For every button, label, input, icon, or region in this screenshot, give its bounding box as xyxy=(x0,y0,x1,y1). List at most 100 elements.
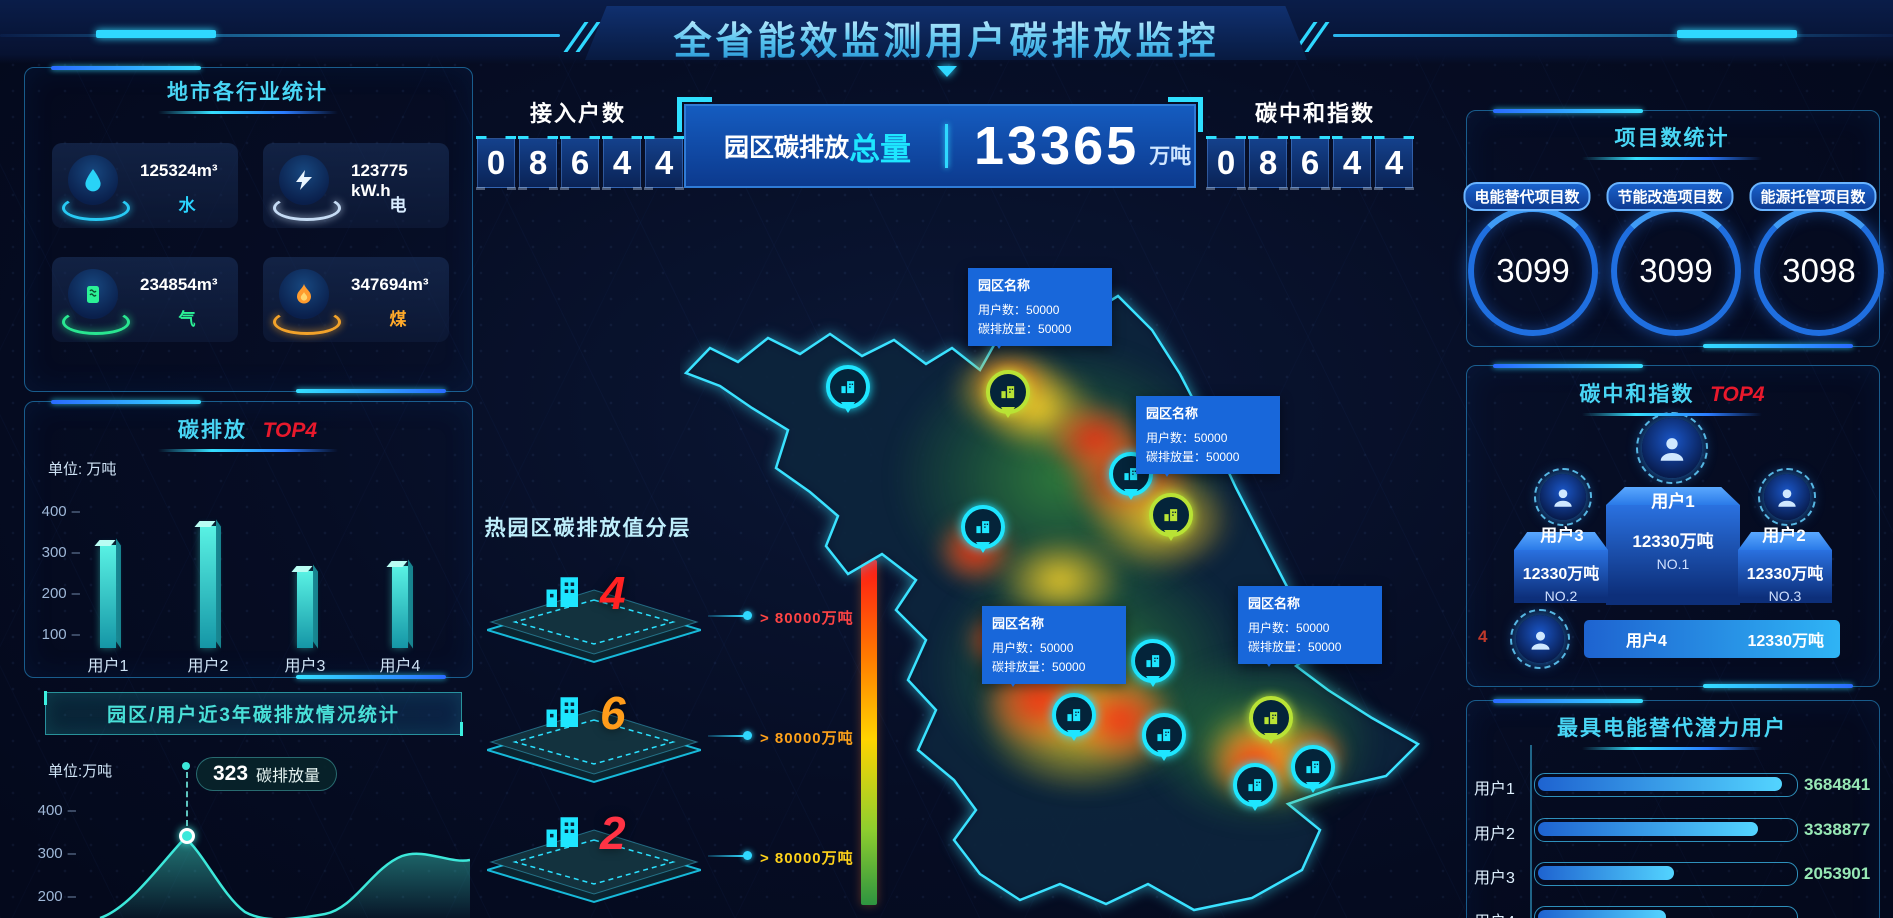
total-emission-unit: 万吨 xyxy=(1149,145,1192,168)
water-label: 水 xyxy=(178,196,196,215)
podium-third-rank: NO.3 xyxy=(1768,588,1802,604)
chevron-down-icon[interactable] xyxy=(937,66,957,77)
heat-gradient-legend xyxy=(861,560,877,905)
layer-platform-1[interactable] xyxy=(487,588,701,674)
industry-stats-title: 地市各行业统计 xyxy=(24,76,471,114)
bar-user3[interactable] xyxy=(297,571,313,648)
electricity-value: 123775 kW.h xyxy=(351,161,408,200)
tooltip-dot xyxy=(182,762,190,770)
potential-bar-track xyxy=(1534,818,1798,842)
park-pin[interactable] xyxy=(1131,639,1175,683)
bar-user2[interactable] xyxy=(200,526,216,648)
history-area-chart[interactable] xyxy=(40,790,470,918)
layer-count-3: 2 xyxy=(600,807,626,859)
potential-bar xyxy=(1538,777,1782,791)
neutral-top4-title: 碳中和指数 TOP4 xyxy=(1466,378,1878,416)
potential-row-label: 用户4 xyxy=(1474,908,1530,918)
tooltip-value: 323 xyxy=(213,762,249,785)
tooltip-label: 碳排放量 xyxy=(256,768,321,785)
header-segment-left xyxy=(96,30,216,38)
total-emission-value: 13365 xyxy=(974,116,1140,176)
map-tooltip: 园区名称 用户数：50000 碳排放量：50000 xyxy=(1136,396,1280,478)
neutral-index-digits: 0 8 6 4 4 xyxy=(1206,136,1414,190)
stat-card-electricity: 123775 kW.h 电 xyxy=(263,143,449,228)
bracket-top-left xyxy=(677,97,712,132)
emission-top4-title: 碳排放 TOP4 xyxy=(24,414,471,452)
potential-row-value: 2053901 xyxy=(1804,864,1871,883)
project-pill-2: 节能改造项目数 xyxy=(1606,182,1734,211)
park-pin[interactable] xyxy=(1291,745,1335,789)
park-pin[interactable] xyxy=(1149,493,1193,537)
panel-potential-users xyxy=(1466,699,1880,918)
park-pin[interactable] xyxy=(1249,696,1293,740)
podium-third: 12330万吨 NO.3 xyxy=(1738,550,1832,604)
stat-card-coal: 347694m³ 煤 xyxy=(263,257,449,342)
access-users-label: 接入户数 xyxy=(530,101,627,126)
divider xyxy=(945,124,949,168)
podium-user3-name: 用户3 xyxy=(1540,526,1584,545)
gas-ring xyxy=(62,309,130,335)
digit-box: 6 xyxy=(560,136,600,190)
tooltip-dash-line xyxy=(186,772,188,826)
tooltip-title: 园区名称 xyxy=(992,616,1045,631)
park-pin[interactable] xyxy=(1142,713,1186,757)
digit-box: 4 xyxy=(1374,136,1414,190)
coal-ring xyxy=(273,309,341,335)
heat-layers-title: 热园区碳排放值分层 xyxy=(484,517,692,540)
y-tick: 200 xyxy=(36,888,76,905)
total-emission-box: 园区碳排放 总量 13365 万吨 xyxy=(677,97,1203,188)
podium-user2-name: 用户2 xyxy=(1762,526,1806,545)
panel-industry-stats xyxy=(24,66,473,393)
layer-threshold-1: > 80000万吨 xyxy=(760,610,854,627)
x-cat: 用户1 xyxy=(87,658,129,675)
layer-platform-2[interactable] xyxy=(487,708,701,794)
top4-highlight: TOP4 xyxy=(262,419,318,442)
park-pin[interactable] xyxy=(986,370,1030,414)
potential-bar xyxy=(1538,822,1759,836)
y-tick: 400 xyxy=(36,802,76,819)
top4-highlight: TOP4 xyxy=(1710,383,1765,406)
history-unit-label: 单位:万吨 xyxy=(48,763,113,780)
park-pin[interactable] xyxy=(961,505,1005,549)
tooltip-title: 园区名称 xyxy=(1248,596,1301,611)
stat-card-gas: 234854m³ 气 xyxy=(52,257,238,342)
x-cat: 用户4 xyxy=(379,658,421,675)
podium-second: 12330万吨 NO.2 xyxy=(1514,550,1608,604)
podium-user1-name: 用户1 xyxy=(1651,492,1695,511)
tooltip-title: 园区名称 xyxy=(1146,406,1199,421)
map-tooltip: 园区名称 用户数：50000 碳排放量：50000 xyxy=(1238,586,1382,668)
access-users-digits: 0 8 6 4 4 xyxy=(476,136,684,190)
projects-title: 项目数统计 xyxy=(1466,122,1878,160)
rank4-row[interactable]: 用户4 12330万吨 xyxy=(1584,620,1840,658)
history-tooltip: 323 碳排放量 xyxy=(196,757,338,791)
y-tick: 200 xyxy=(40,585,80,602)
park-pin[interactable] xyxy=(1233,763,1277,807)
data-point-marker[interactable] xyxy=(179,828,195,844)
buildings-icon xyxy=(546,577,578,607)
potential-row-value: 3338877 xyxy=(1804,820,1871,839)
title-band xyxy=(585,6,1307,60)
gas-value: 234854m³ xyxy=(140,275,218,294)
bar-user4[interactable] xyxy=(392,566,408,648)
header-line-right xyxy=(1333,34,1893,37)
project-circle-2: 3099 xyxy=(1611,206,1741,336)
podium-first-value: 12330万吨 xyxy=(1632,532,1714,551)
bar-user1[interactable] xyxy=(100,545,116,648)
potential-users-title: 最具电能替代潜力用户 xyxy=(1466,712,1878,750)
park-pin[interactable] xyxy=(1052,693,1096,737)
digit-box: 8 xyxy=(1248,136,1288,190)
user1-avatar xyxy=(1636,412,1708,484)
project-circle-1: 3099 xyxy=(1468,206,1598,336)
y-tick: 400 xyxy=(40,503,80,520)
layer-platform-3[interactable] xyxy=(487,828,701,914)
potential-row-label: 用户3 xyxy=(1474,870,1515,887)
potential-row-label: 用户2 xyxy=(1474,826,1515,843)
park-pin[interactable] xyxy=(826,365,870,409)
history-stats-button[interactable]: 园区/用户近3年碳排放情况统计 xyxy=(44,691,463,736)
user3-avatar xyxy=(1534,468,1592,526)
map-tooltip: 园区名称 用户数：50000 碳排放量：50000 xyxy=(982,606,1126,688)
potential-bar-track xyxy=(1534,862,1798,886)
page-title: 全省能效监测用户碳排放监控 xyxy=(0,10,1893,65)
stat-card-water: 125324m³ 水 xyxy=(52,143,238,228)
